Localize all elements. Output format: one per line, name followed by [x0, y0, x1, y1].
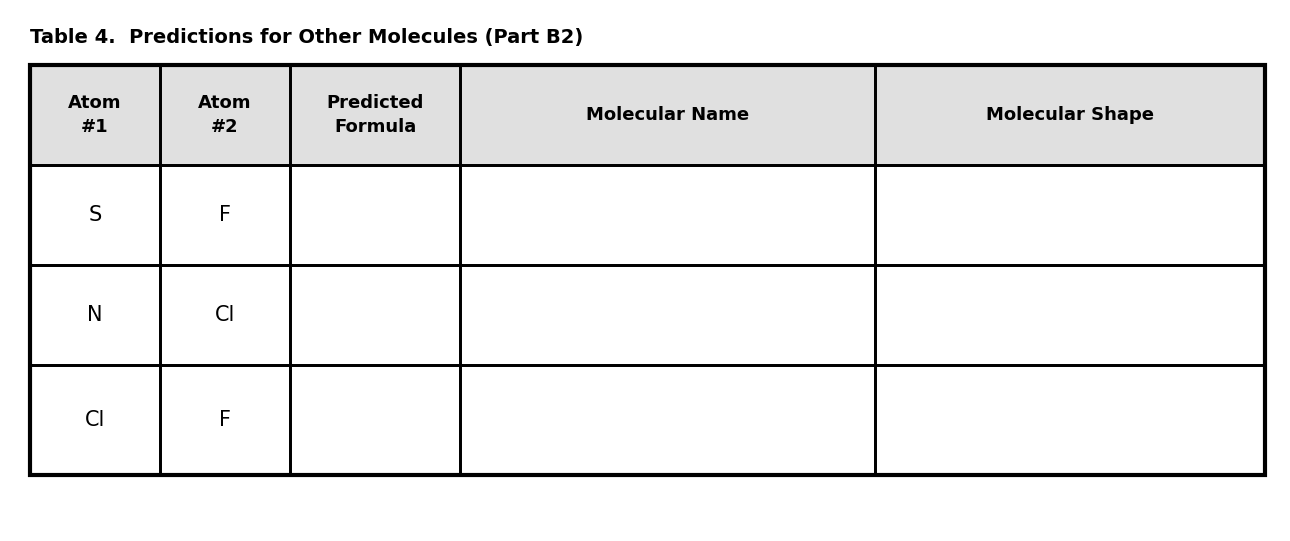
Bar	[461, 265, 875, 365]
Text: Molecular Name: Molecular Name	[586, 106, 749, 124]
Bar	[160, 265, 290, 365]
Bar	[160, 365, 290, 475]
Bar	[875, 165, 1265, 265]
Text: Cl: Cl	[215, 305, 235, 325]
Bar	[160, 365, 290, 475]
Bar	[875, 265, 1265, 365]
Bar	[160, 265, 290, 365]
Bar	[160, 165, 290, 265]
Text: F: F	[219, 205, 231, 225]
Bar	[290, 265, 461, 365]
Bar	[290, 165, 461, 265]
Bar	[290, 365, 461, 475]
Bar	[461, 165, 875, 265]
Bar	[461, 65, 875, 165]
Bar	[30, 165, 160, 265]
Bar	[290, 365, 461, 475]
Bar	[875, 165, 1265, 265]
Bar	[461, 265, 875, 365]
Text: N: N	[88, 305, 103, 325]
Bar	[290, 165, 461, 265]
Text: Atom
#1: Atom #1	[68, 94, 121, 136]
Bar	[160, 165, 290, 265]
Bar	[30, 365, 160, 475]
Bar	[290, 65, 461, 165]
Bar	[461, 65, 875, 165]
Bar	[875, 265, 1265, 365]
Bar	[461, 365, 875, 475]
Text: Atom
#2: Atom #2	[199, 94, 252, 136]
Text: S: S	[89, 205, 102, 225]
Bar	[461, 365, 875, 475]
Bar	[160, 65, 290, 165]
Bar	[290, 65, 461, 165]
Bar	[875, 65, 1265, 165]
Bar	[30, 265, 160, 365]
Bar	[875, 365, 1265, 475]
Bar	[30, 365, 160, 475]
Text: F: F	[219, 410, 231, 430]
Text: Predicted
Formula: Predicted Formula	[326, 94, 423, 136]
Text: Table 4.  Predictions for Other Molecules (Part B2): Table 4. Predictions for Other Molecules…	[30, 29, 583, 48]
Bar	[30, 65, 160, 165]
Bar	[461, 165, 875, 265]
Bar	[30, 265, 160, 365]
Text: Cl: Cl	[85, 410, 106, 430]
Bar	[875, 365, 1265, 475]
Bar	[30, 165, 160, 265]
Bar	[30, 65, 160, 165]
Bar	[875, 65, 1265, 165]
Text: Molecular Shape: Molecular Shape	[986, 106, 1155, 124]
Bar	[290, 265, 461, 365]
Bar	[160, 65, 290, 165]
Bar	[30, 65, 1265, 475]
